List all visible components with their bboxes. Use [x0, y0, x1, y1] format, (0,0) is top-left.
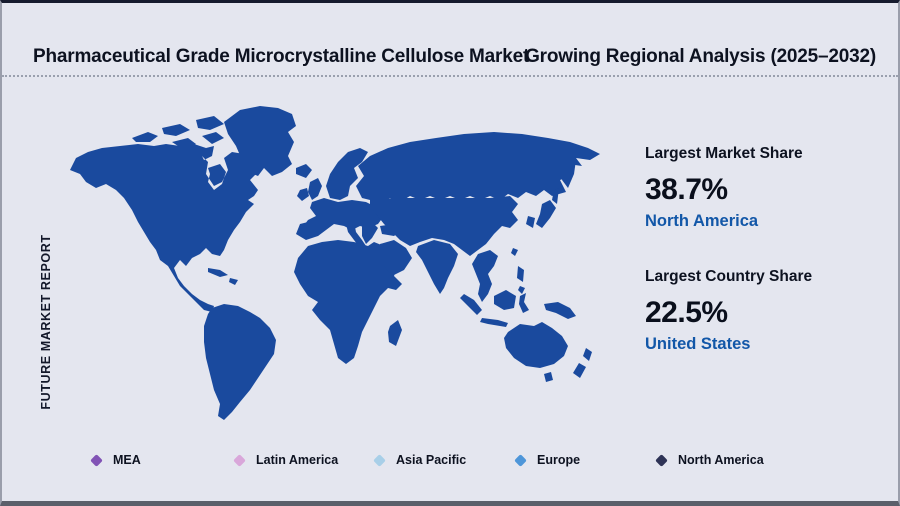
stat-largest-country-share: Largest Country Share 22.5% United State… [645, 268, 895, 354]
stat-label: Largest Market Share [645, 145, 803, 162]
stat-value: 22.5% [645, 296, 728, 329]
legend-item-latin-america: Latin America [233, 450, 339, 470]
legend-label: Europe [537, 453, 581, 467]
legend-item-europe: Europe [514, 450, 581, 470]
dotted-divider [2, 75, 898, 77]
stat-region: United States [645, 335, 751, 353]
legend-label: Latin America [256, 453, 339, 467]
legend-item-mea: MEA [90, 450, 141, 470]
stat-largest-market-share: Largest Market Share 38.7% North America [645, 145, 895, 231]
diamond-marker-icon [655, 453, 668, 467]
legend-item-asia-pacific: Asia Pacific [373, 450, 467, 470]
brand-watermark: FUTURE MARKET REPORT [39, 234, 53, 410]
stat-label: Largest Country Share [645, 268, 813, 285]
diamond-marker-icon [233, 453, 246, 467]
diamond-marker-icon [90, 453, 103, 467]
diamond-marker-icon [514, 453, 527, 467]
page-subtitle: Growing Regional Analysis (2025–2032) [525, 46, 876, 67]
world-map-landmass [70, 106, 600, 420]
stat-region: North America [645, 212, 759, 230]
legend-label: MEA [113, 453, 141, 467]
legend-item-north-america: North America [655, 450, 764, 470]
stat-value: 38.7% [645, 173, 728, 206]
legend-label: North America [678, 453, 764, 467]
world-map-icon [70, 106, 600, 420]
diamond-marker-icon [373, 453, 386, 467]
map-legend: MEA Latin America Asia Pacific Europe No… [2, 450, 900, 472]
legend-label: Asia Pacific [396, 453, 467, 467]
page-title: Pharmaceutical Grade Microcrystalline Ce… [33, 46, 530, 67]
